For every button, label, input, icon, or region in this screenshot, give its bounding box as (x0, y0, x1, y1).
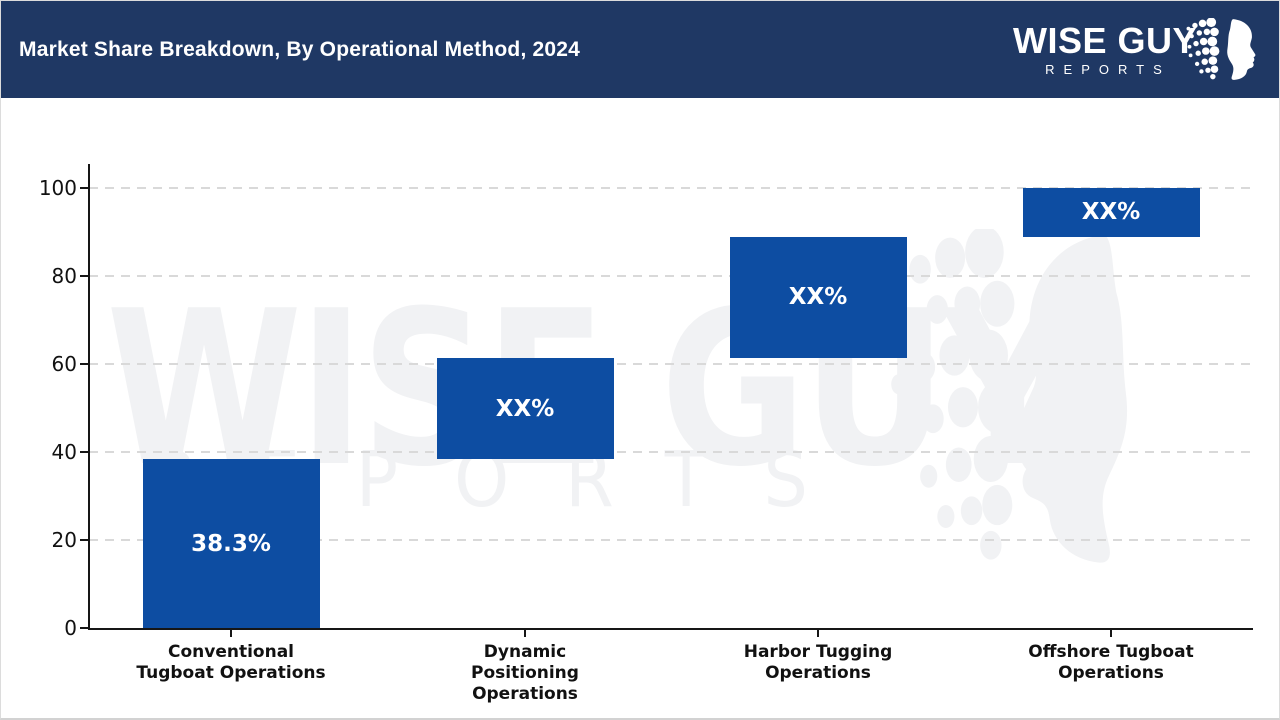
brand-logo: WISE GUY REPORTS (1012, 17, 1259, 82)
x-category-label-line: Harbor Tugging (743, 642, 893, 662)
brand-subtitle: REPORTS (1045, 61, 1171, 77)
x-category-label: Conventional Tugboat Operations (116, 642, 346, 684)
y-tick-mark (80, 451, 89, 453)
y-tick-mark (80, 363, 89, 365)
brand-logo-text: WISE GUY REPORTS (1012, 19, 1197, 77)
y-tick-label: 20 (51, 528, 77, 552)
y-tick-label: 80 (51, 264, 77, 288)
bar-value-label: XX% (1081, 199, 1141, 226)
y-tick-mark (80, 187, 89, 189)
x-category-label: Harbor Tugging Operations (703, 642, 933, 684)
gridline-40 (89, 451, 1253, 453)
bar-value-label: XX% (788, 284, 848, 311)
gridline-80 (89, 275, 1253, 277)
x-tick-mark (817, 630, 819, 637)
y-tick-label: 0 (64, 616, 77, 640)
y-tick-label: 100 (38, 176, 77, 200)
y-tick-mark (80, 275, 89, 277)
x-category-label: Offshore Tugboat Operations (996, 642, 1226, 684)
bar-value-label: XX% (495, 395, 555, 422)
x-axis-line (88, 628, 1253, 630)
gridline-60 (89, 363, 1253, 365)
brand-dot-head-icon (1184, 17, 1256, 80)
x-category-label-line: Positioning (471, 663, 579, 683)
y-axis-line (88, 164, 90, 630)
chart-title: Market Share Breakdown, By Operational M… (19, 37, 581, 61)
y-tick-mark (80, 539, 89, 541)
bar-segment: 38.3% (142, 459, 320, 628)
bar-segment: XX% (729, 236, 907, 358)
bar-segment: XX% (1022, 188, 1200, 237)
x-category-label-line: Tugboat Operations (136, 663, 326, 683)
x-category-label-line: Dynamic (483, 642, 567, 662)
y-tick-label: 60 (51, 352, 77, 376)
x-category-label: Dynamic Positioning Operations (410, 642, 640, 705)
x-tick-mark (230, 630, 232, 637)
x-category-label-line: Offshore Tugboat (1028, 642, 1194, 662)
x-tick-mark (1110, 630, 1112, 637)
x-category-label-line: Operations (1058, 663, 1164, 683)
bar-segment: XX% (436, 357, 614, 460)
brand-name: WISE GUY (1012, 19, 1197, 61)
header-bar: Market Share Breakdown, By Operational M… (1, 1, 1279, 98)
x-category-label-line: Operations (765, 663, 871, 683)
x-tick-mark (524, 630, 526, 637)
gridline-20 (89, 539, 1253, 541)
x-category-label-line: Operations (472, 684, 578, 704)
y-tick-mark (80, 627, 89, 629)
y-tick-label: 40 (51, 440, 77, 464)
x-category-label-line: Conventional (167, 642, 294, 662)
bar-value-label: 38.3% (191, 530, 271, 557)
gridline-100 (89, 187, 1253, 189)
